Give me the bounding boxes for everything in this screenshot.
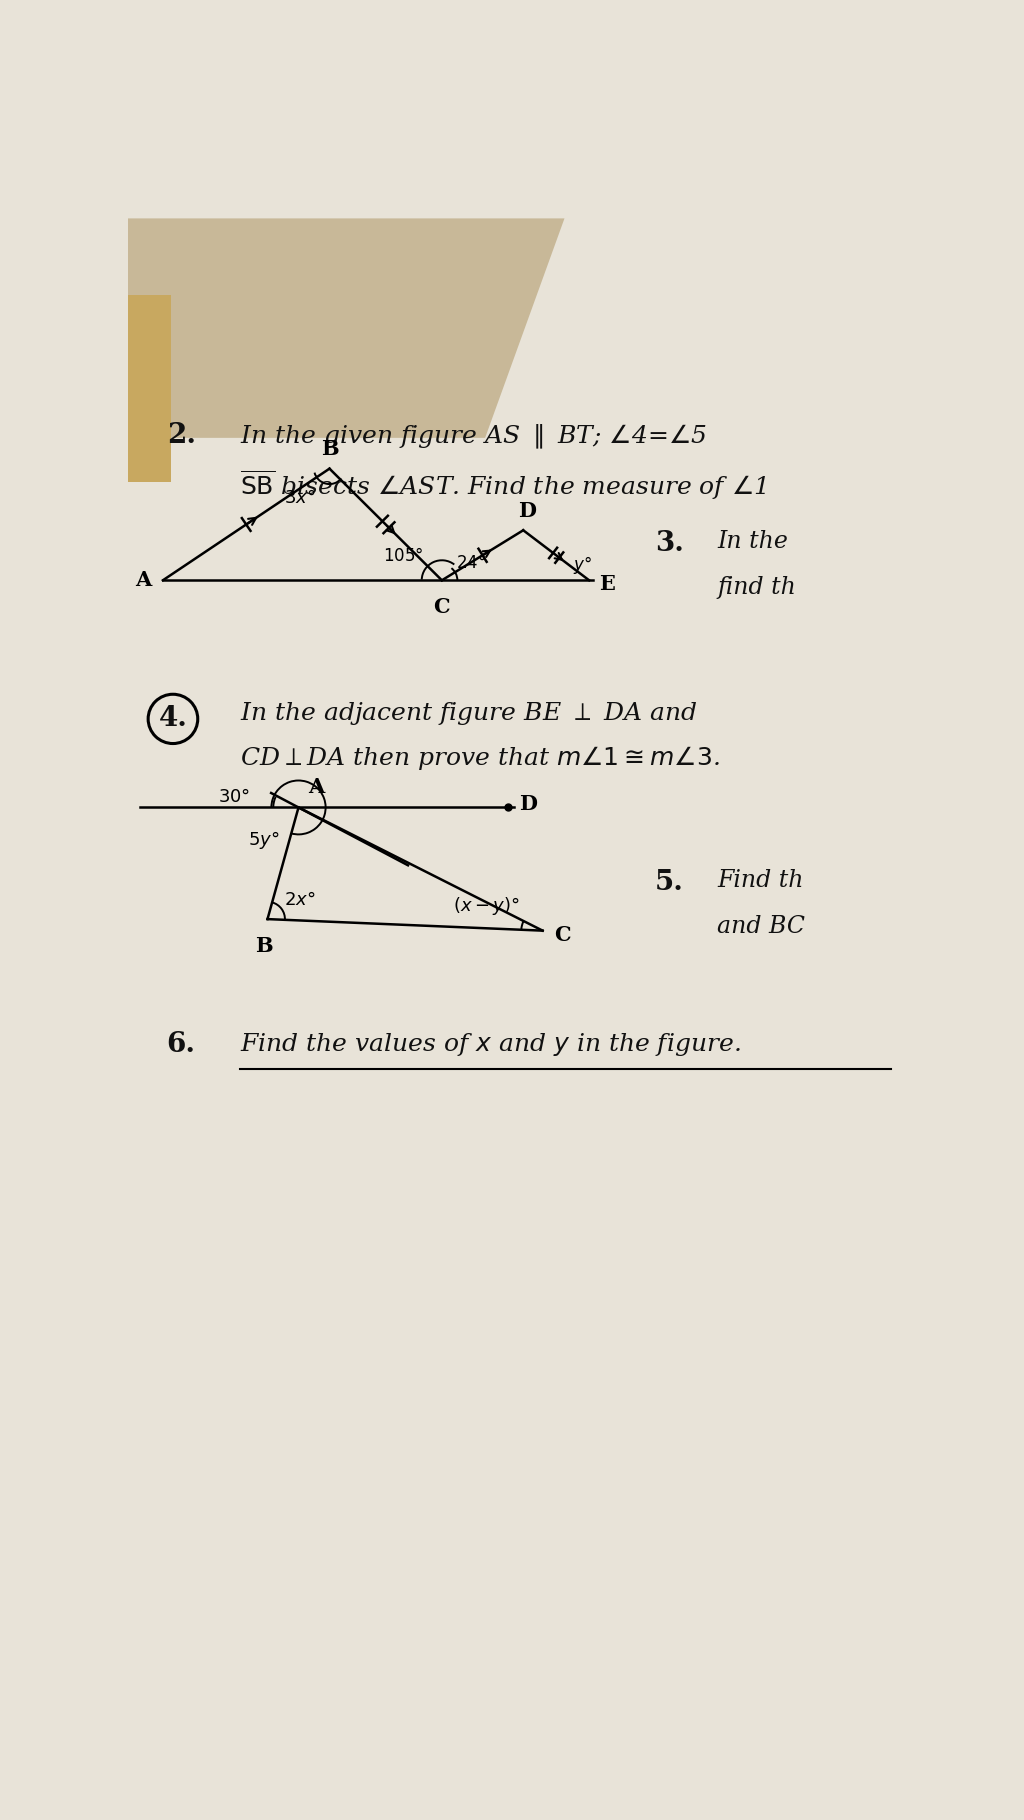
Text: $3x°$: $3x°$ bbox=[285, 490, 315, 508]
Text: A: A bbox=[135, 570, 152, 590]
Text: $24°$: $24°$ bbox=[457, 553, 486, 571]
Text: find th: find th bbox=[717, 577, 796, 599]
Text: $5y°$: $5y°$ bbox=[248, 828, 280, 850]
Text: A: A bbox=[308, 777, 325, 797]
Text: Find th: Find th bbox=[717, 870, 804, 892]
Text: $y°$: $y°$ bbox=[573, 553, 593, 575]
Text: D: D bbox=[518, 501, 537, 521]
Text: E: E bbox=[599, 573, 615, 593]
Text: $(x-y)°$: $(x-y)°$ bbox=[454, 895, 520, 917]
Text: B: B bbox=[255, 935, 272, 956]
Text: $105°$: $105°$ bbox=[383, 546, 423, 564]
Text: 6.: 6. bbox=[167, 1030, 196, 1057]
Text: 3.: 3. bbox=[655, 530, 684, 557]
Text: and BC: and BC bbox=[717, 915, 805, 939]
Bar bbox=[128, 295, 171, 482]
Text: 4.: 4. bbox=[159, 706, 187, 732]
Text: CD$\perp$DA then prove that $m\angle1 \cong m\angle3$.: CD$\perp$DA then prove that $m\angle1 \c… bbox=[241, 744, 720, 772]
Text: 2.: 2. bbox=[167, 422, 196, 450]
Text: Find the values of $x$ and $y$ in the figure.: Find the values of $x$ and $y$ in the fi… bbox=[241, 1030, 741, 1057]
Text: 5.: 5. bbox=[655, 870, 684, 895]
Text: C: C bbox=[433, 597, 451, 617]
Text: $\overline{\mathrm{SB}}$ bisects $\angle$AST. Find the measure of $\angle$1: $\overline{\mathrm{SB}}$ bisects $\angle… bbox=[241, 470, 767, 502]
Text: C: C bbox=[554, 925, 570, 945]
Polygon shape bbox=[128, 218, 564, 439]
Text: $30°$: $30°$ bbox=[218, 788, 251, 806]
Text: In the adjacent figure BE $\perp$ DA and: In the adjacent figure BE $\perp$ DA and bbox=[241, 699, 697, 726]
Text: B: B bbox=[321, 439, 338, 459]
Text: $2x°$: $2x°$ bbox=[285, 890, 315, 908]
Text: In the given figure AS $\parallel$ BT; $\angle$4=$\angle$5: In the given figure AS $\parallel$ BT; $… bbox=[241, 422, 708, 451]
Text: D: D bbox=[518, 794, 537, 814]
Text: In the: In the bbox=[717, 530, 787, 553]
